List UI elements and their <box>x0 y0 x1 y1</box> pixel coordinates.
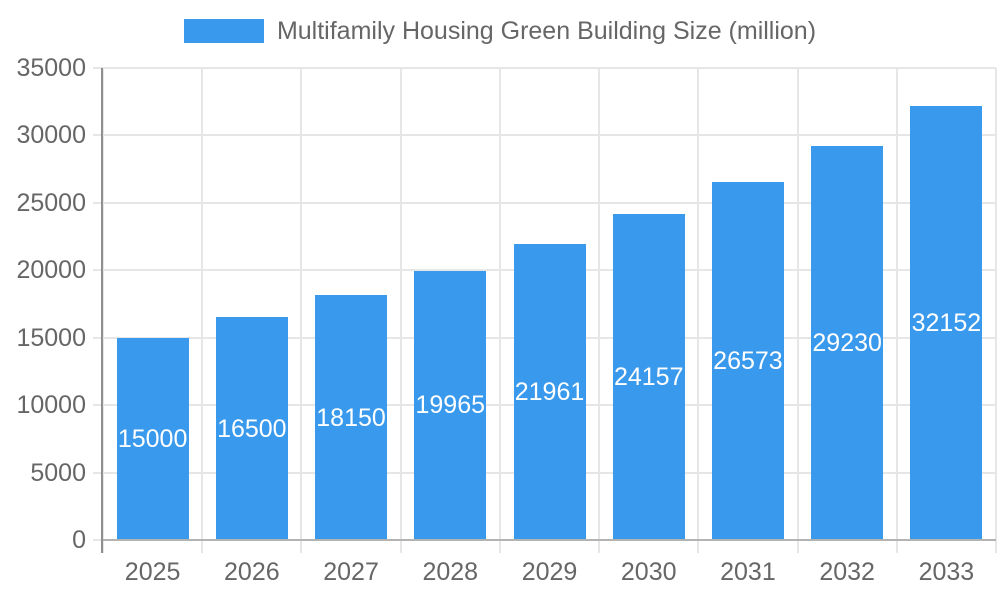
gridline-vertical <box>498 68 501 540</box>
gridline-horizontal <box>93 201 996 204</box>
x-tick-mark <box>598 540 601 553</box>
x-tick-label: 2028 <box>422 558 479 586</box>
x-tick-label: 2027 <box>323 558 379 586</box>
x-tick-mark <box>498 540 501 553</box>
y-tick-label: 30000 <box>16 121 86 150</box>
y-tick-label: 10000 <box>16 391 86 420</box>
gridline-vertical <box>102 68 104 540</box>
x-tick-label: 2025 <box>124 558 181 586</box>
y-tick-label: 35000 <box>16 54 86 82</box>
bar-2027[interactable] <box>315 295 388 540</box>
gridline-vertical <box>300 68 303 540</box>
x-tick-mark <box>895 540 898 553</box>
x-tick-mark <box>995 540 997 553</box>
x-tick-mark <box>796 540 799 553</box>
x-axis-line <box>101 539 996 541</box>
bar-2025[interactable] <box>116 337 189 540</box>
gridline-vertical <box>697 68 700 540</box>
y-tick-label: 5000 <box>30 458 86 487</box>
bar-value-label: 32152 <box>911 309 982 338</box>
y-tick-label: 25000 <box>16 188 86 217</box>
bar-2033[interactable] <box>910 106 983 540</box>
legend[interactable]: Multifamily Housing Green Building Size … <box>0 14 1000 48</box>
x-tick-mark <box>102 540 104 553</box>
gridline-vertical <box>995 68 997 540</box>
y-tick-label: 15000 <box>16 323 86 352</box>
x-tick-label: 2030 <box>620 558 677 586</box>
bar-value-label: 18150 <box>316 403 386 432</box>
gridline-vertical <box>895 68 898 540</box>
y-axis-line <box>101 68 103 553</box>
gridline-vertical <box>796 68 799 540</box>
bar-2026[interactable] <box>215 317 288 540</box>
x-tick-label: 2031 <box>720 558 776 586</box>
bar-value-label: 16500 <box>217 414 287 443</box>
gridline-vertical <box>399 68 402 540</box>
bar-value-label: 19965 <box>415 391 486 420</box>
x-tick-mark <box>300 540 303 553</box>
bar-value-label: 21961 <box>514 377 585 406</box>
bar-value-label: 15000 <box>117 424 188 453</box>
gridline-vertical <box>598 68 601 540</box>
y-tick-label: 0 <box>72 526 86 554</box>
bar-value-label: 29230 <box>812 328 882 357</box>
legend-label: Multifamily Housing Green Building Size … <box>276 16 817 45</box>
gridline-horizontal <box>93 67 996 69</box>
x-tick-label: 2029 <box>521 558 578 586</box>
x-tick-mark <box>201 540 204 553</box>
bar-2029[interactable] <box>513 243 586 540</box>
bar-value-label: 24157 <box>613 363 684 392</box>
bar-value-label: 26573 <box>713 346 783 375</box>
bar-2031[interactable] <box>711 181 784 540</box>
x-tick-label: 2032 <box>819 558 875 586</box>
y-tick-label: 20000 <box>16 256 86 285</box>
gridline-vertical <box>201 68 204 540</box>
x-tick-mark <box>697 540 700 553</box>
x-tick-mark <box>399 540 402 553</box>
bar-2030[interactable] <box>612 214 685 540</box>
x-tick-label: 2026 <box>224 558 280 586</box>
x-tick-label: 2033 <box>918 558 975 586</box>
bar-2032[interactable] <box>811 145 884 540</box>
legend-swatch <box>183 19 264 43</box>
gridline-horizontal <box>93 134 996 137</box>
bar-2028[interactable] <box>414 270 487 540</box>
